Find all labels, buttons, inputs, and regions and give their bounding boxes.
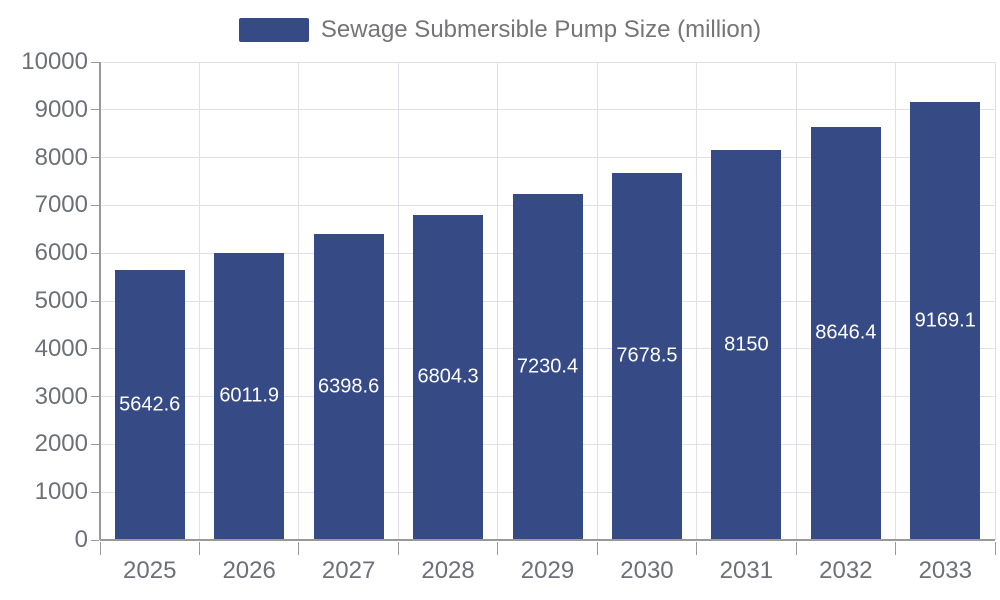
y-axis-tick-label: 6000 — [34, 239, 88, 267]
bar-2026[interactable]: 6011.9 — [214, 252, 285, 540]
legend-item[interactable]: Sewage Submersible Pump Size (million) — [0, 16, 1000, 44]
bar-value-label: 8150 — [724, 333, 769, 356]
x-gridline — [497, 62, 499, 540]
bar-2029[interactable]: 7230.4 — [512, 194, 583, 540]
x-axis-line — [100, 539, 995, 541]
x-axis-tick-label: 2027 — [321, 557, 376, 584]
x-axis-tick — [497, 542, 499, 555]
y-axis-tick — [91, 204, 99, 206]
y-gridline — [100, 109, 995, 111]
bar-value-label: 6804.3 — [417, 365, 479, 388]
x-gridline — [397, 62, 399, 540]
x-axis-tick — [99, 542, 101, 555]
x-axis-tick-label: 2033 — [918, 557, 972, 584]
y-axis-line — [99, 62, 101, 540]
x-axis-tick — [895, 542, 897, 555]
x-axis-tick — [696, 542, 698, 555]
x-axis-tick-label: 2026 — [222, 557, 276, 584]
bar-2030[interactable]: 7678.5 — [611, 172, 682, 540]
x-axis-tick-label: 2032 — [819, 557, 873, 584]
y-axis-tick-label: 3000 — [34, 382, 88, 410]
bar-value-label: 6398.6 — [318, 375, 380, 398]
y-axis-tick-label: 5000 — [34, 287, 88, 314]
y-axis-tick — [91, 396, 99, 398]
bar-2031[interactable]: 8150 — [711, 150, 782, 540]
bar-value-label: 7678.5 — [616, 344, 678, 367]
x-axis-tick — [298, 542, 300, 555]
x-gridline — [994, 62, 996, 540]
y-gridline — [100, 61, 995, 63]
x-gridline — [696, 62, 698, 540]
y-axis-tick-label: 0 — [74, 526, 88, 553]
x-axis-tick-label: 2025 — [123, 557, 177, 584]
x-axis-tick-label: 2028 — [421, 557, 475, 584]
y-axis-tick — [91, 539, 99, 541]
y-axis-tick-label: 9000 — [34, 95, 88, 123]
y-axis-tick — [91, 109, 99, 111]
x-axis-tick — [994, 542, 996, 555]
x-axis-tick — [596, 542, 598, 555]
bar-value-label: 5642.6 — [119, 393, 181, 416]
x-gridline — [895, 62, 897, 540]
x-axis-tick — [795, 542, 797, 555]
y-axis-tick — [91, 300, 99, 302]
y-axis-tick-label: 8000 — [34, 143, 88, 171]
y-axis-tick-label: 4000 — [34, 334, 88, 362]
y-axis-tick — [91, 348, 99, 350]
x-gridline — [298, 62, 300, 540]
legend-swatch — [238, 18, 309, 42]
y-axis-tick — [91, 61, 99, 63]
bar-2027[interactable]: 6398.6 — [313, 234, 384, 540]
y-axis-tick-label: 7000 — [34, 191, 88, 219]
y-gridline — [100, 157, 995, 159]
bar-2025[interactable]: 5642.6 — [114, 270, 185, 540]
bar-value-label: 7230.4 — [516, 355, 579, 378]
x-gridline — [198, 62, 200, 540]
plot-area: 0 1000 2000 3000 4000 5000 6000 7000 8000 9000 100… — [21, 48, 996, 584]
bar-value-label: 8646.4 — [815, 321, 877, 344]
x-axis-tick — [198, 542, 200, 555]
bar-2028[interactable]: 6804.3 — [413, 214, 484, 540]
bar-value-label: 9169.1 — [914, 309, 976, 332]
y-axis-tick — [91, 252, 99, 254]
y-axis-tick — [91, 443, 99, 445]
y-axis-tick-label: 2000 — [34, 430, 88, 458]
y-axis-tick-label: 1000 — [34, 478, 88, 506]
x-gridline — [596, 62, 598, 540]
x-axis-tick-label: 2029 — [520, 557, 575, 584]
y-axis-tick — [91, 491, 99, 493]
legend-label: Sewage Submersible Pump Size (million) — [320, 16, 762, 43]
bar-2033[interactable]: 9169.1 — [910, 101, 981, 540]
x-axis-tick-label: 2031 — [719, 557, 774, 584]
bar-2032[interactable]: 8646.4 — [810, 126, 881, 540]
bar-value-label: 6011.9 — [219, 384, 279, 407]
y-axis-tick-label: 10000 — [21, 48, 88, 75]
y-axis-tick — [91, 157, 99, 159]
x-gridline — [795, 62, 797, 540]
x-axis-tick — [397, 542, 399, 555]
x-axis-tick-label: 2030 — [620, 557, 674, 584]
